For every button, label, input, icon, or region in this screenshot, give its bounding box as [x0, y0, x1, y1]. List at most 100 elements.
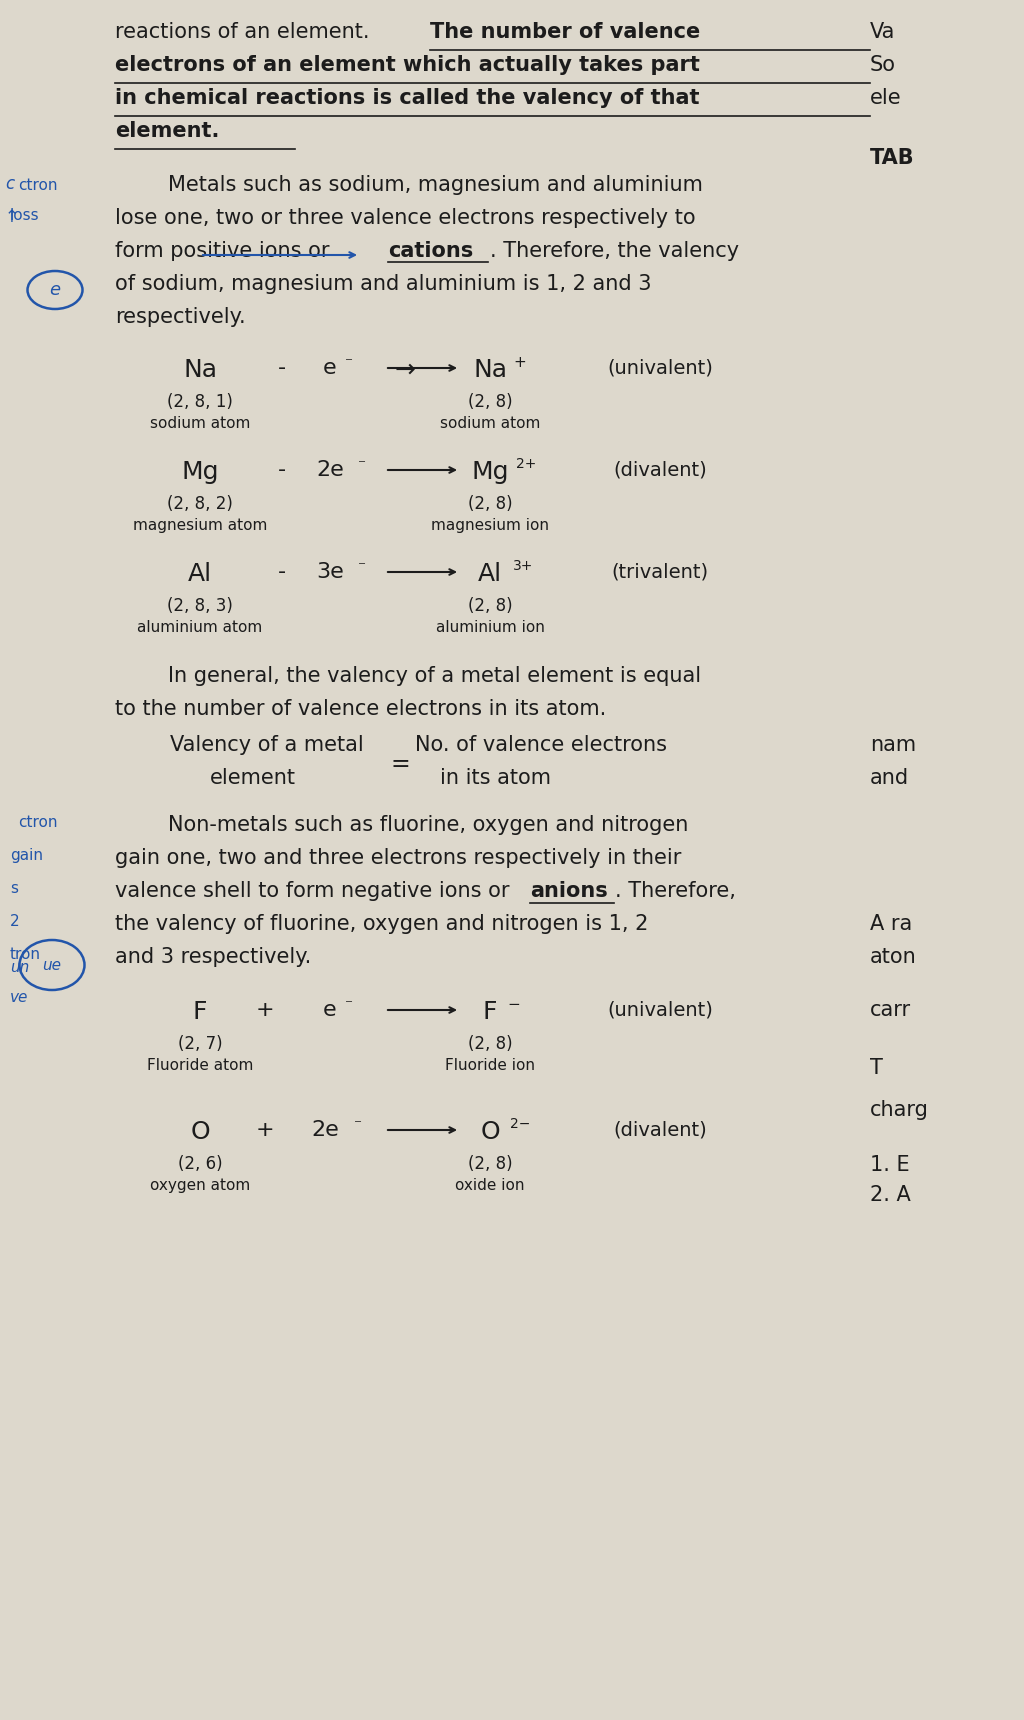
Text: −: −: [507, 998, 520, 1011]
Text: (trivalent): (trivalent): [611, 562, 709, 581]
Text: carr: carr: [870, 999, 911, 1020]
Text: (2, 8): (2, 8): [468, 597, 512, 616]
Text: ⁻: ⁻: [345, 998, 353, 1011]
Text: ⁻: ⁻: [345, 354, 353, 370]
Text: (2, 8): (2, 8): [468, 1035, 512, 1053]
Text: Mg: Mg: [471, 459, 509, 483]
Text: aluminium atom: aluminium atom: [137, 619, 262, 635]
Text: A ra: A ra: [870, 913, 912, 934]
Text: un: un: [10, 960, 30, 975]
Text: The number of valence: The number of valence: [430, 22, 700, 41]
Text: loss: loss: [10, 208, 40, 224]
Text: Na: Na: [473, 358, 507, 382]
Text: ve: ve: [10, 991, 29, 1004]
Text: T: T: [870, 1058, 883, 1078]
Text: sodium atom: sodium atom: [440, 416, 541, 432]
Text: Mg: Mg: [181, 459, 219, 483]
Text: (2, 8, 1): (2, 8, 1): [167, 392, 232, 411]
Text: (2, 8): (2, 8): [468, 392, 512, 411]
Text: ele: ele: [870, 88, 901, 108]
Text: charg: charg: [870, 1101, 929, 1120]
Text: the valency of fluorine, oxygen and nitrogen is 1, 2: the valency of fluorine, oxygen and nitr…: [115, 913, 648, 934]
Text: Metals such as sodium, magnesium and aluminium: Metals such as sodium, magnesium and alu…: [115, 175, 702, 194]
Text: tron: tron: [10, 948, 41, 961]
Text: in its atom: in its atom: [440, 769, 551, 788]
Text: nam: nam: [870, 734, 916, 755]
Text: ⁻: ⁻: [358, 458, 366, 471]
Text: . Therefore,: . Therefore,: [615, 881, 736, 901]
Text: -: -: [278, 562, 286, 581]
Text: +: +: [256, 999, 274, 1020]
Text: O: O: [480, 1120, 500, 1144]
Text: oxygen atom: oxygen atom: [150, 1178, 250, 1194]
Text: cations: cations: [388, 241, 473, 261]
Text: (2, 7): (2, 7): [178, 1035, 222, 1053]
Text: 2+: 2+: [516, 458, 537, 471]
Text: c: c: [5, 175, 14, 193]
Text: ⁻: ⁻: [354, 1116, 362, 1132]
Text: (divalent): (divalent): [613, 459, 707, 478]
Text: . Therefore, the valency: . Therefore, the valency: [490, 241, 739, 261]
Text: Valency of a metal: Valency of a metal: [170, 734, 364, 755]
Text: (univalent): (univalent): [607, 999, 713, 1018]
Text: Fluoride atom: Fluoride atom: [146, 1058, 253, 1073]
Text: anions: anions: [530, 881, 608, 901]
Text: (2, 8): (2, 8): [468, 1156, 512, 1173]
Text: F: F: [482, 999, 498, 1023]
Text: +: +: [256, 1120, 274, 1140]
Text: (2, 6): (2, 6): [178, 1156, 222, 1173]
Text: TAB: TAB: [870, 148, 914, 169]
Text: valence shell to form negative ions or: valence shell to form negative ions or: [115, 881, 516, 901]
Text: Fluoride ion: Fluoride ion: [445, 1058, 535, 1073]
Text: 3e: 3e: [316, 562, 344, 581]
Text: in chemical reactions is called the valency of that: in chemical reactions is called the vale…: [115, 88, 699, 108]
Text: Al: Al: [188, 562, 212, 587]
Text: 2e: 2e: [311, 1120, 339, 1140]
Text: of sodium, magnesium and aluminium is 1, 2 and 3: of sodium, magnesium and aluminium is 1,…: [115, 273, 651, 294]
Text: No. of valence electrons: No. of valence electrons: [415, 734, 667, 755]
Text: magnesium atom: magnesium atom: [133, 518, 267, 533]
Text: 1. E: 1. E: [870, 1156, 909, 1175]
Text: ue: ue: [43, 958, 61, 972]
Text: element.: element.: [115, 120, 219, 141]
Text: 2. A: 2. A: [870, 1185, 910, 1206]
Text: (divalent): (divalent): [613, 1120, 707, 1139]
Text: e: e: [324, 999, 337, 1020]
Text: respectively.: respectively.: [115, 306, 246, 327]
Text: oxide ion: oxide ion: [456, 1178, 524, 1194]
Text: In general, the valency of a metal element is equal: In general, the valency of a metal eleme…: [115, 666, 701, 686]
Text: (2, 8, 2): (2, 8, 2): [167, 495, 232, 513]
Text: element: element: [210, 769, 296, 788]
Text: ctron: ctron: [18, 177, 57, 193]
Text: So: So: [870, 55, 896, 76]
Text: 2: 2: [10, 913, 19, 929]
Text: ctron: ctron: [18, 815, 57, 831]
Text: e: e: [324, 358, 337, 378]
Text: aton: aton: [870, 948, 916, 967]
Text: =: =: [390, 752, 410, 776]
Text: magnesium ion: magnesium ion: [431, 518, 549, 533]
Text: aluminium ion: aluminium ion: [435, 619, 545, 635]
Text: ⁻: ⁻: [358, 559, 366, 574]
Text: gain one, two and three electrons respectively in their: gain one, two and three electrons respec…: [115, 848, 681, 869]
Text: sodium atom: sodium atom: [150, 416, 250, 432]
Text: and: and: [870, 769, 909, 788]
Text: Va: Va: [870, 22, 895, 41]
Text: -: -: [278, 459, 286, 480]
Text: Al: Al: [478, 562, 502, 587]
Text: 3+: 3+: [513, 559, 534, 573]
Text: →: →: [394, 358, 416, 382]
Text: Na: Na: [183, 358, 217, 382]
Text: gain: gain: [10, 848, 43, 863]
Text: F: F: [193, 999, 207, 1023]
Text: to the number of valence electrons in its atom.: to the number of valence electrons in it…: [115, 698, 606, 719]
Text: reactions of an element.: reactions of an element.: [115, 22, 376, 41]
Text: 2−: 2−: [510, 1116, 530, 1132]
Text: (2, 8, 3): (2, 8, 3): [167, 597, 232, 616]
Text: Non-metals such as fluorine, oxygen and nitrogen: Non-metals such as fluorine, oxygen and …: [115, 815, 688, 834]
Text: -: -: [278, 358, 286, 378]
Text: lose one, two or three valence electrons respectively to: lose one, two or three valence electrons…: [115, 208, 695, 229]
Text: and 3 respectively.: and 3 respectively.: [115, 948, 311, 967]
Text: s: s: [10, 881, 18, 896]
Text: (2, 8): (2, 8): [468, 495, 512, 513]
